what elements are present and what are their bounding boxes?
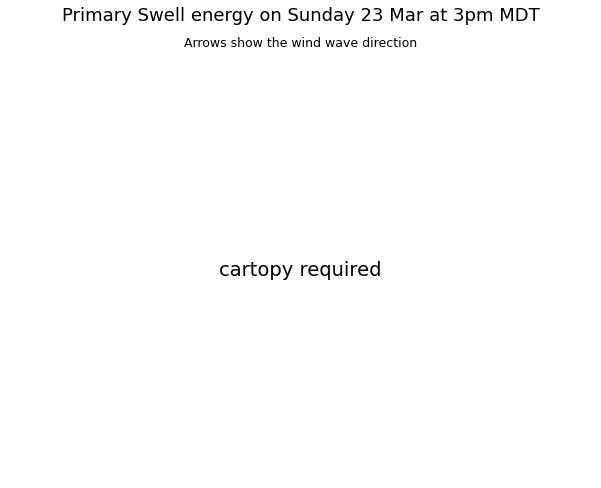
Text: Primary Swell energy on Sunday 23 Mar at 3pm MDT: Primary Swell energy on Sunday 23 Mar at…	[62, 7, 539, 25]
Text: cartopy required: cartopy required	[219, 261, 382, 280]
Text: Arrows show the wind wave direction: Arrows show the wind wave direction	[184, 37, 417, 50]
